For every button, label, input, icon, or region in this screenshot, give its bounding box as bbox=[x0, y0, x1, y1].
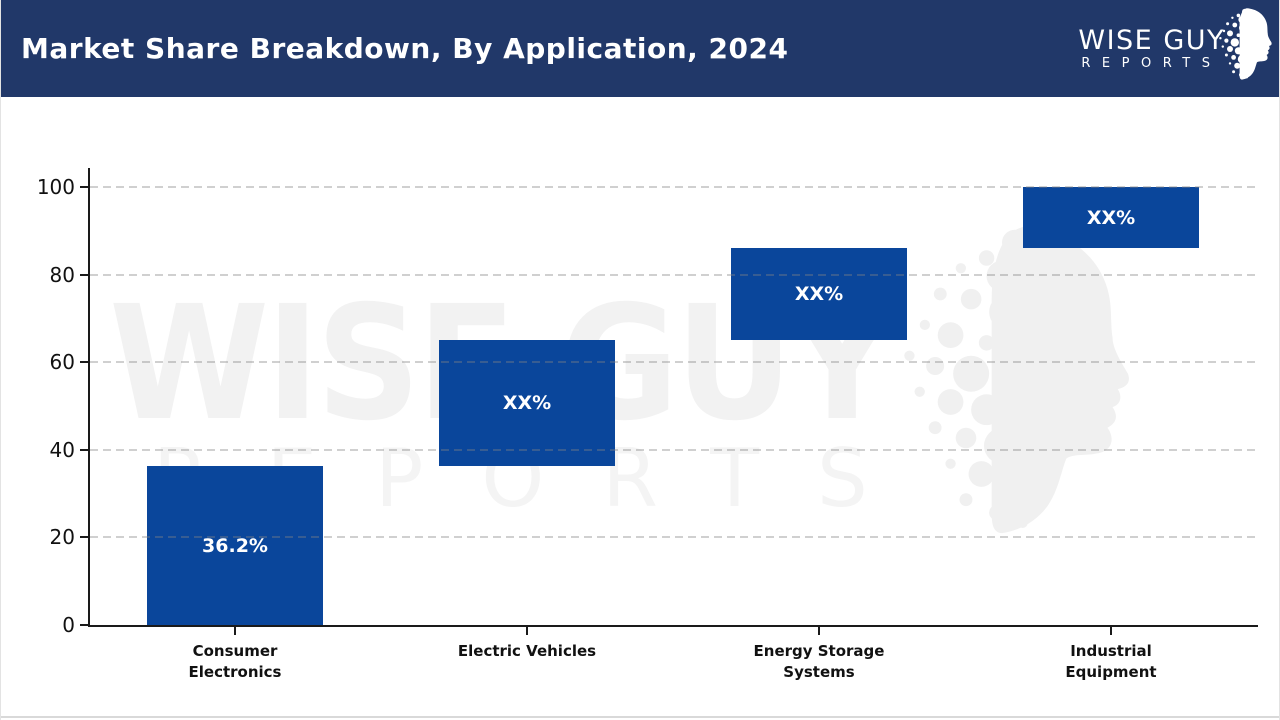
bar-value-label: XX% bbox=[794, 283, 844, 306]
y-tick-label: 80 bbox=[49, 262, 75, 287]
y-tick bbox=[80, 273, 88, 276]
y-tick-label: 60 bbox=[49, 350, 75, 375]
brand-logo-text: WISE GUY REPORTS bbox=[1078, 24, 1225, 72]
y-tick bbox=[80, 536, 88, 539]
gridline bbox=[90, 273, 1257, 276]
x-category-label-line: Consumer bbox=[192, 642, 278, 660]
x-tick bbox=[526, 627, 528, 635]
y-tick-label: 20 bbox=[49, 525, 75, 550]
header-bar: Market Share Breakdown, By Application, … bbox=[1, 0, 1279, 97]
x-axis-line bbox=[88, 625, 1258, 627]
gridline bbox=[90, 536, 1257, 539]
x-tick bbox=[234, 627, 236, 635]
gridline bbox=[90, 186, 1257, 188]
x-category-label-line: Electric Vehicles bbox=[457, 642, 597, 660]
x-category-label-line: Industrial bbox=[1070, 642, 1152, 660]
gridline bbox=[90, 448, 1257, 451]
bar-1 bbox=[147, 466, 323, 625]
watermark-head-icon bbox=[873, 222, 1131, 582]
x-category-label: Industrial Equipment bbox=[965, 641, 1257, 683]
bar-3 bbox=[731, 248, 907, 341]
x-category-label: Energy Storage Systems bbox=[673, 641, 965, 683]
bar-value-label: 36.2% bbox=[202, 534, 268, 557]
y-tick-label: 40 bbox=[49, 437, 75, 462]
y-axis-line bbox=[88, 168, 90, 627]
y-tick bbox=[80, 448, 88, 451]
y-tick bbox=[80, 186, 88, 188]
x-category-label-line: Energy Storage bbox=[753, 642, 885, 660]
brand-name: WISE GUY bbox=[1078, 24, 1225, 56]
x-category-label-line: Electronics bbox=[188, 663, 282, 681]
brand-logo: WISE GUY REPORTS bbox=[1078, 7, 1273, 91]
bar-2 bbox=[439, 340, 615, 467]
page-title: Market Share Breakdown, By Application, … bbox=[21, 32, 789, 65]
y-tick bbox=[80, 624, 88, 626]
x-category-label-line: Systems bbox=[783, 663, 855, 681]
bar-value-label: XX% bbox=[502, 392, 552, 415]
x-category-label: Electric Vehicles bbox=[381, 641, 673, 662]
x-category-label: Consumer Electronics bbox=[89, 641, 381, 683]
x-tick bbox=[1110, 627, 1112, 635]
bar-value-label: XX% bbox=[1086, 206, 1136, 229]
gridline bbox=[90, 361, 1257, 364]
y-tick-label: 0 bbox=[62, 613, 75, 637]
bottom-divider bbox=[1, 716, 1279, 718]
x-tick bbox=[818, 627, 820, 635]
y-tick-label: 100 bbox=[36, 175, 75, 199]
x-category-label-line: Equipment bbox=[1065, 663, 1157, 681]
y-tick bbox=[80, 361, 88, 364]
brand-subname: REPORTS bbox=[1081, 55, 1222, 71]
